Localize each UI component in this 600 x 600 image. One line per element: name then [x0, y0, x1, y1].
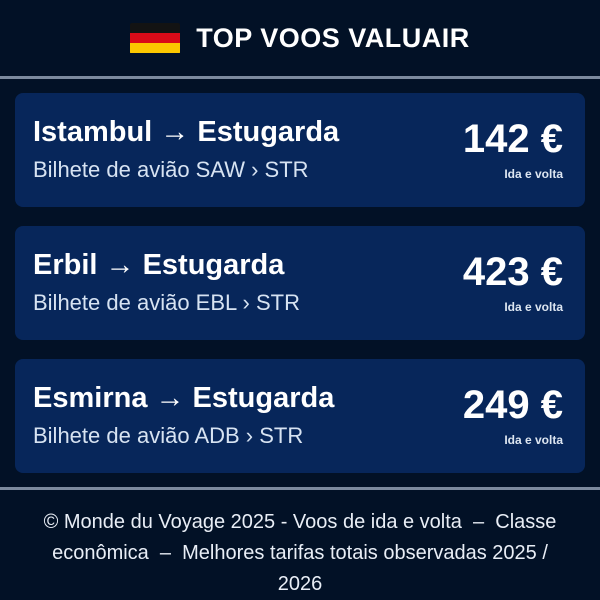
flag-stripe-black: [130, 22, 181, 33]
ticket-subtitle: Bilhete de avião EBL › STR: [33, 290, 300, 316]
price-block: 249 € Ida e volta: [463, 385, 563, 447]
trip-type-label: Ida e volta: [504, 300, 563, 314]
price: 142 €: [462, 117, 563, 161]
flight-card[interactable]: Erbil → Estugarda Bilhete de avião EBL ›…: [15, 226, 585, 340]
flight-info: Esmirna → Estugarda Bilhete de avião ADB…: [33, 383, 334, 448]
ticket-subtitle: Bilhete de avião SAW › STR: [33, 157, 309, 183]
flag-stripe-red: [130, 32, 181, 44]
price: 249 €: [462, 383, 563, 427]
trip-type-label: Ida e volta: [504, 433, 563, 447]
page-title: TOP VOOS VALUAIR: [196, 22, 470, 53]
route-title: Esmirna → Estugarda: [33, 382, 335, 415]
route-title: Erbil → Estugarda: [33, 249, 285, 282]
trip-type-label: Ida e volta: [504, 167, 563, 181]
flight-card[interactable]: Esmirna → Estugarda Bilhete de avião ADB…: [15, 359, 585, 473]
flight-card[interactable]: Istambul → Estugarda Bilhete de avião SA…: [15, 93, 585, 207]
germany-flag-icon: [130, 22, 181, 54]
copyright-line-2: econômica – Melhores tarifas totais obse…: [52, 542, 548, 595]
header-divider: [0, 76, 600, 79]
price-block: 142 € Ida e volta: [463, 119, 563, 181]
price: 423 €: [462, 250, 563, 294]
flight-info: Erbil → Estugarda Bilhete de avião EBL ›…: [33, 250, 300, 315]
flag-stripe-gold: [130, 43, 181, 54]
copyright-text: © Monde du Voyage 2025 - Voos de ida e v…: [28, 507, 572, 600]
copyright-line-1: © Monde du Voyage 2025 - Voos de ida e v…: [43, 511, 557, 533]
price-block: 423 € Ida e volta: [463, 252, 563, 314]
flight-info: Istambul → Estugarda Bilhete de avião SA…: [33, 117, 339, 182]
header: TOP VOOS VALUAIR: [0, 0, 600, 76]
ticket-subtitle: Bilhete de avião ADB › STR: [33, 423, 304, 449]
footer: © Monde du Voyage 2025 - Voos de ida e v…: [0, 490, 600, 600]
route-title: Istambul → Estugarda: [33, 116, 340, 149]
footer-divider: [0, 487, 600, 490]
flight-list: Istambul → Estugarda Bilhete de avião SA…: [0, 79, 600, 473]
